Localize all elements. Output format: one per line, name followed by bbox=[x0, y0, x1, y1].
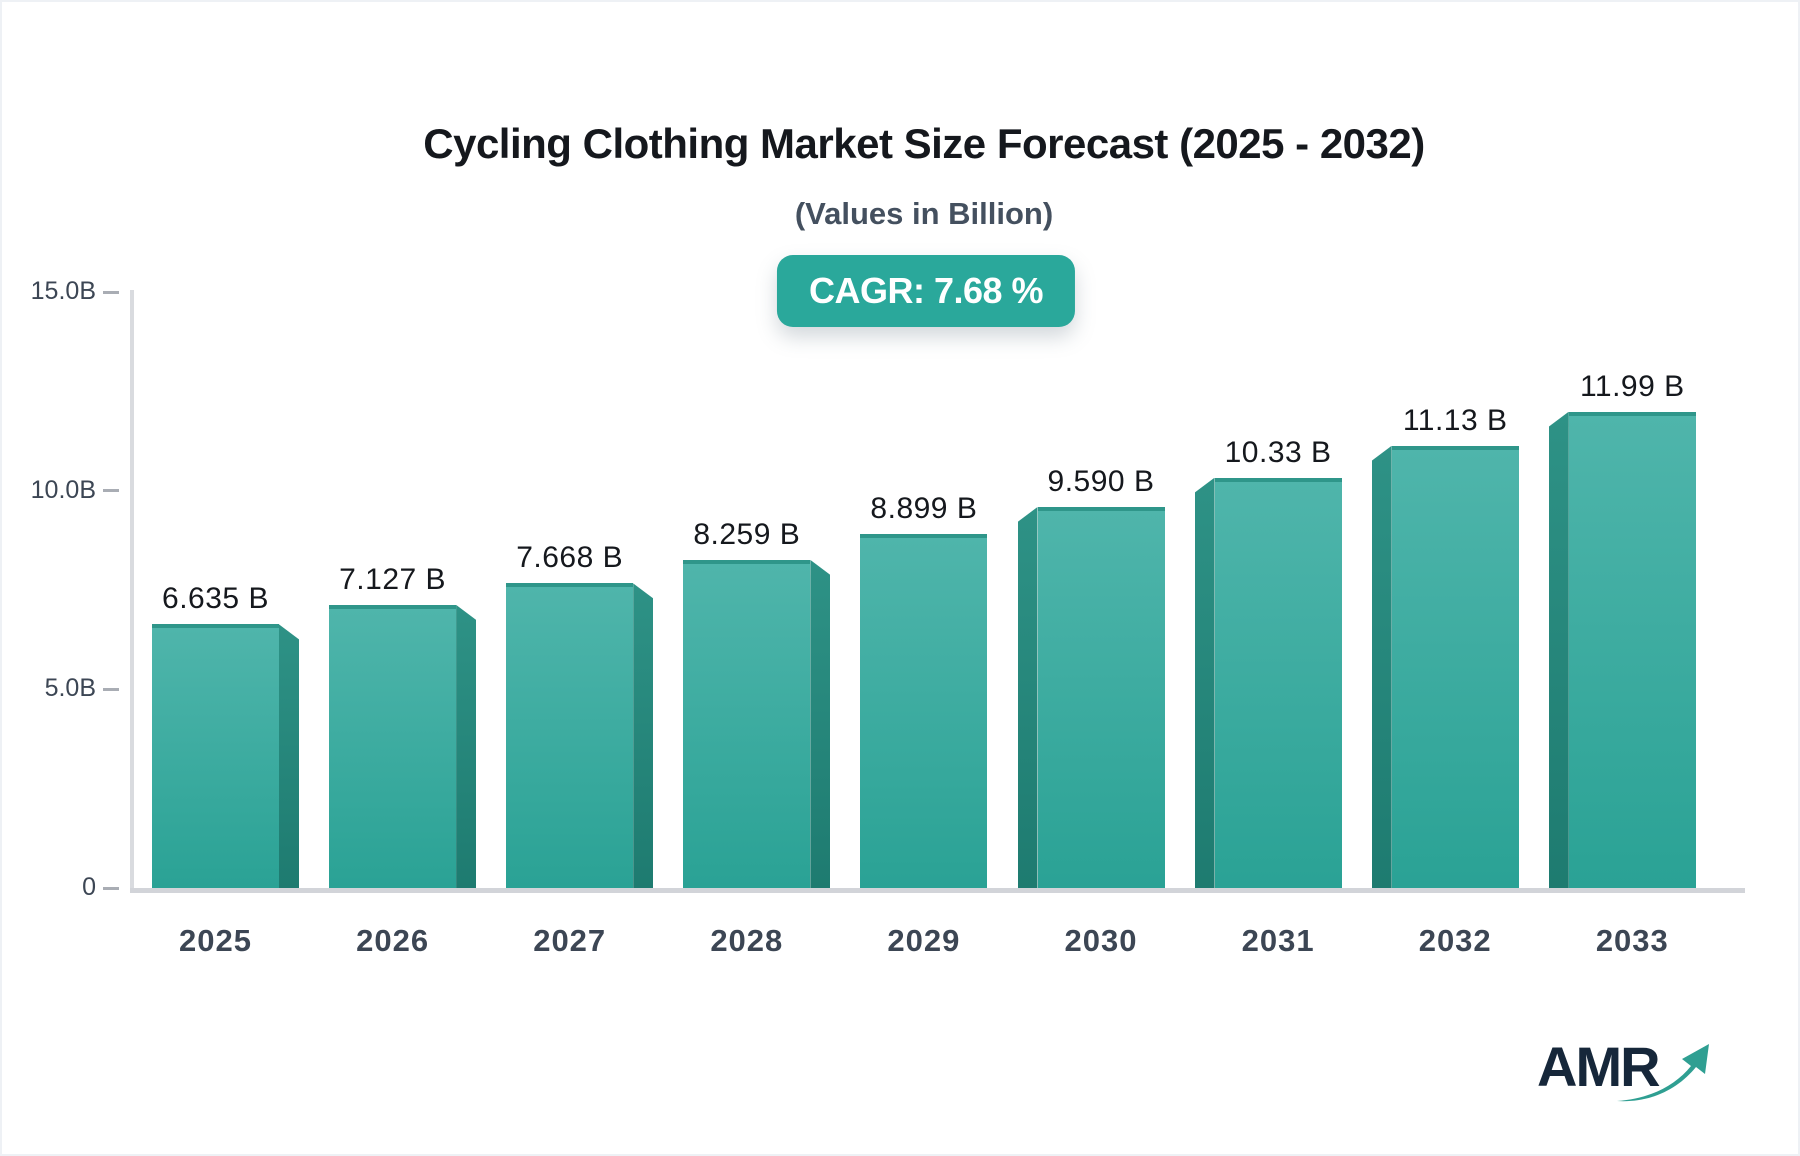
x-axis-category-label: 2032 bbox=[1418, 923, 1492, 958]
x-axis-category-label: 2027 bbox=[533, 923, 607, 958]
x-axis-baseline bbox=[130, 888, 1745, 893]
bar-value-label: 11.13 B bbox=[1402, 403, 1508, 437]
x-axis-category-label: 2033 bbox=[1595, 923, 1669, 958]
y-axis-tick bbox=[103, 687, 119, 691]
cagr-badge-label: CAGR: 7.68 % bbox=[808, 270, 1044, 311]
y-axis-tick-label: 0 bbox=[82, 873, 96, 901]
bar-3d-side bbox=[1017, 506, 1038, 888]
bar bbox=[329, 604, 457, 888]
amr-logo-text: AMR bbox=[1537, 1035, 1661, 1098]
bar-3d-side bbox=[1371, 445, 1392, 888]
growth-arrow-icon bbox=[1617, 1044, 1709, 1102]
bar-3d-side bbox=[456, 604, 477, 888]
bar-value-label: 11.99 B bbox=[1579, 369, 1685, 403]
cagr-badge: CAGR: 7.68 % bbox=[776, 255, 1076, 327]
bar bbox=[860, 534, 988, 888]
y-axis-line bbox=[130, 290, 134, 893]
bar bbox=[1568, 411, 1696, 888]
bar bbox=[683, 559, 811, 888]
y-axis-tick-label: 5.0B bbox=[44, 674, 96, 703]
bar-value-label: 8.899 B bbox=[870, 492, 978, 526]
x-axis-category-label: 2025 bbox=[179, 923, 252, 958]
x-axis-category-label: 2030 bbox=[1064, 923, 1138, 958]
amr-logo: AMR bbox=[1537, 1034, 1717, 1114]
bar bbox=[1037, 506, 1165, 888]
bar bbox=[1214, 477, 1342, 888]
bar-3d-side bbox=[1194, 477, 1215, 888]
bar-value-label: 10.33 B bbox=[1224, 435, 1332, 469]
bar-value-label: 6.635 B bbox=[162, 582, 269, 616]
x-axis-category-label: 2031 bbox=[1241, 923, 1315, 958]
y-axis-tick bbox=[103, 886, 119, 890]
x-axis-category-label: 2029 bbox=[887, 923, 961, 958]
x-axis-category-label: 2026 bbox=[356, 923, 430, 958]
y-axis-tick-label: 15.0B bbox=[30, 277, 96, 306]
bar bbox=[506, 583, 634, 888]
bar-3d-side bbox=[633, 583, 654, 888]
chart-title: Cycling Clothing Market Size Forecast (2… bbox=[423, 120, 1425, 167]
x-axis-category-label: 2028 bbox=[710, 923, 784, 958]
bar-3d-side bbox=[810, 559, 831, 888]
chart-subtitle: (Values in Billion) bbox=[794, 196, 1054, 231]
bar-3d-side bbox=[1548, 411, 1569, 888]
bar-value-label: 9.590 B bbox=[1047, 464, 1155, 498]
bar bbox=[152, 624, 279, 888]
y-axis-tick-label: 10.0B bbox=[30, 475, 96, 504]
bar-3d-side bbox=[279, 624, 299, 888]
bar-value-label: 7.668 B bbox=[516, 541, 624, 575]
y-axis-tick bbox=[103, 290, 119, 294]
bar-value-label: 7.127 B bbox=[339, 562, 447, 596]
bar-value-label: 8.259 B bbox=[693, 517, 801, 551]
y-axis-tick bbox=[103, 489, 119, 493]
bar bbox=[1391, 445, 1519, 888]
